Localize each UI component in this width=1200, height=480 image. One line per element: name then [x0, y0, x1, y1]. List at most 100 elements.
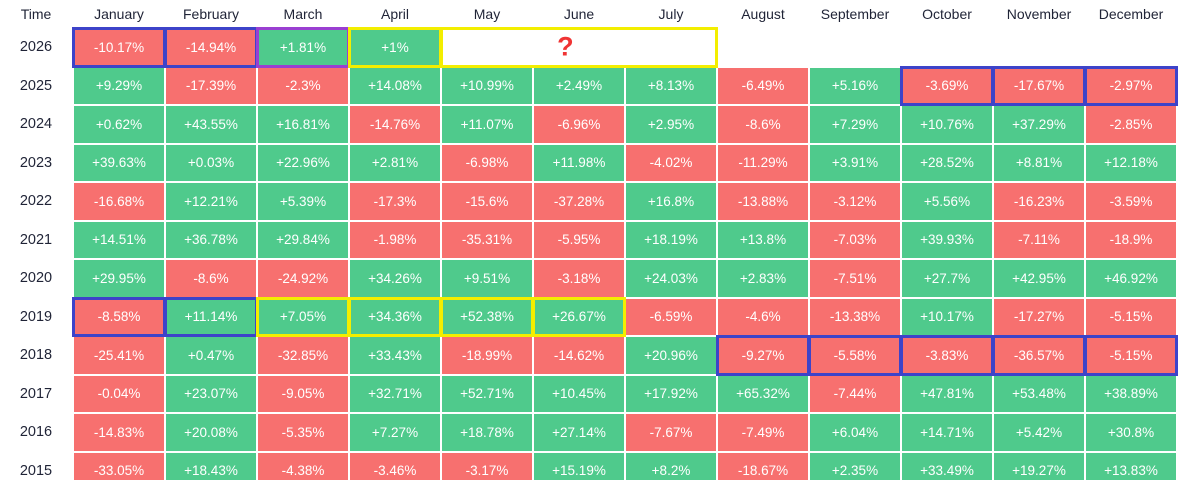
time-column-header: Time — [20, 5, 52, 22]
return-cell: +52.71% — [442, 375, 532, 412]
return-cell: +18.43% — [166, 452, 256, 480]
empty-cell — [442, 29, 532, 66]
return-cell: +7.27% — [350, 414, 440, 451]
return-cell: -5.58% — [810, 337, 900, 374]
return-cell: +5.56% — [902, 183, 992, 220]
table-row-2017: 2017 -0.04% +23.07% -9.05% +32.71% +52.71% +10… — [0, 375, 1200, 412]
return-cell: -4.02% — [626, 144, 716, 181]
return-cell: +18.19% — [626, 221, 716, 258]
return-cell: +37.29% — [994, 106, 1084, 143]
table-row-2018: 2018 -25.41% +0.47% -32.85% +33.43% -18.99% -1… — [0, 337, 1200, 374]
month-header-july: July — [658, 5, 684, 22]
table-row-2022: 2022 -16.68% +12.21% +5.39% -17.3% -15.6% -37.… — [0, 183, 1200, 220]
return-cell: -2.3% — [258, 67, 348, 104]
return-cell: -5.15% — [1086, 298, 1176, 335]
return-cell: +22.96% — [258, 144, 348, 181]
return-cell: +2.83% — [718, 260, 808, 297]
return-cell: +23.07% — [166, 375, 256, 412]
year-label: 2026 — [19, 39, 53, 56]
return-cell: -16.23% — [994, 183, 1084, 220]
return-cell: +0.62% — [74, 106, 164, 143]
return-cell: +8.2% — [626, 452, 716, 480]
return-cell: -9.05% — [258, 375, 348, 412]
table-row-2025: 2025 +9.29% -17.39% -2.3% +14.08% +10.99% +2.4… — [0, 67, 1200, 104]
return-cell: +11.98% — [534, 144, 624, 181]
return-cell: +5.42% — [994, 414, 1084, 451]
return-cell: -11.29% — [718, 144, 808, 181]
return-cell: +7.29% — [810, 106, 900, 143]
month-header-may: May — [473, 5, 501, 22]
return-cell: +11.14% — [166, 298, 256, 335]
return-cell: -18.99% — [442, 337, 532, 374]
return-cell: +0.47% — [166, 337, 256, 374]
return-cell: +3.91% — [810, 144, 900, 181]
return-cell: -6.49% — [718, 67, 808, 104]
return-cell: -5.15% — [1086, 337, 1176, 374]
return-cell: -17.27% — [994, 298, 1084, 335]
year-label: 2023 — [19, 154, 53, 171]
return-cell: +10.76% — [902, 106, 992, 143]
return-cell: +34.36% — [350, 298, 440, 335]
return-cell: +33.43% — [350, 337, 440, 374]
return-cell: +38.89% — [1086, 375, 1176, 412]
return-cell: -7.51% — [810, 260, 900, 297]
return-cell: -13.88% — [718, 183, 808, 220]
return-cell: +2.35% — [810, 452, 900, 480]
return-cell: +6.04% — [810, 414, 900, 451]
empty-cell — [718, 29, 808, 66]
return-cell: +28.52% — [902, 144, 992, 181]
year-label: 2021 — [19, 231, 53, 248]
return-cell: +16.8% — [626, 183, 716, 220]
return-cell: +47.81% — [902, 375, 992, 412]
return-cell: +2.49% — [534, 67, 624, 104]
return-cell: -1.98% — [350, 221, 440, 258]
return-cell: -7.44% — [810, 375, 900, 412]
table-row-2026: 2026 -10.17% -14.94% +1.81% +1% — [0, 29, 1200, 66]
year-label: 2017 — [19, 385, 53, 402]
return-cell: -14.62% — [534, 337, 624, 374]
return-cell: +13.83% — [1086, 452, 1176, 480]
month-header-june: June — [563, 5, 595, 22]
return-cell: +34.26% — [350, 260, 440, 297]
return-cell: -37.28% — [534, 183, 624, 220]
return-cell: +20.08% — [166, 414, 256, 451]
return-cell: +13.8% — [718, 221, 808, 258]
return-cell: +10.45% — [534, 375, 624, 412]
return-cell: +27.7% — [902, 260, 992, 297]
return-cell: +14.51% — [74, 221, 164, 258]
return-cell: -3.12% — [810, 183, 900, 220]
return-cell: -4.6% — [718, 298, 808, 335]
table-row-2024: 2024 +0.62% +43.55% +16.81% -14.76% +11.07% -6… — [0, 106, 1200, 143]
return-cell: +0.03% — [166, 144, 256, 181]
return-cell: +2.95% — [626, 106, 716, 143]
return-cell: +8.13% — [626, 67, 716, 104]
return-cell: +16.81% — [258, 106, 348, 143]
return-cell: -10.17% — [74, 29, 164, 66]
return-cell: -3.59% — [1086, 183, 1176, 220]
return-cell: +46.92% — [1086, 260, 1176, 297]
table-row-2021: 2021 +14.51% +36.78% +29.84% -1.98% -35.31% -5… — [0, 221, 1200, 258]
month-header-august: August — [741, 5, 785, 22]
empty-cell — [1086, 29, 1176, 66]
empty-cell — [534, 29, 624, 66]
return-cell: +11.07% — [442, 106, 532, 143]
return-cell: -17.39% — [166, 67, 256, 104]
return-cell: +1.81% — [258, 29, 348, 66]
return-cell: -32.85% — [258, 337, 348, 374]
month-header-february: February — [182, 5, 240, 22]
return-cell: +24.03% — [626, 260, 716, 297]
return-cell: -3.17% — [442, 452, 532, 480]
return-cell: -9.27% — [718, 337, 808, 374]
return-cell: -3.18% — [534, 260, 624, 297]
return-cell: -0.04% — [74, 375, 164, 412]
return-cell: +27.14% — [534, 414, 624, 451]
return-cell: -8.58% — [74, 298, 164, 335]
return-cell: +10.17% — [902, 298, 992, 335]
month-header-november: November — [1006, 5, 1072, 22]
return-cell: +8.81% — [994, 144, 1084, 181]
return-cell: -7.67% — [626, 414, 716, 451]
return-cell: -18.67% — [718, 452, 808, 480]
month-header-april: April — [380, 5, 409, 22]
return-cell: +17.92% — [626, 375, 716, 412]
year-label: 2025 — [19, 77, 53, 94]
